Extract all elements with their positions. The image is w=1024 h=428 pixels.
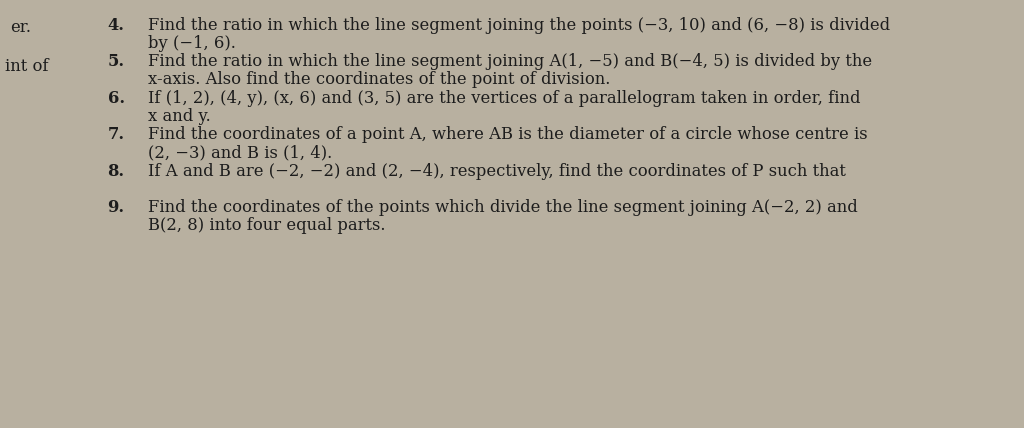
Text: B(2, 8) into four equal parts.: B(2, 8) into four equal parts.: [148, 217, 386, 234]
Text: If (1, 2), (4, y), (x, 6) and (3, 5) are the vertices of a parallelogram taken i: If (1, 2), (4, y), (x, 6) and (3, 5) are…: [148, 90, 861, 107]
Text: er.: er.: [10, 19, 32, 36]
Text: Find the coordinates of a point A, where AB is the diameter of a circle whose ce: Find the coordinates of a point A, where…: [148, 126, 868, 143]
Text: x-axis. Also find the coordinates of the point of division.: x-axis. Also find the coordinates of the…: [148, 71, 611, 89]
Text: (2, −3) and B is (1, 4).: (2, −3) and B is (1, 4).: [148, 144, 333, 161]
Text: If A and B are (−2, −2) and (2, −4), respectively, find the coordinates of P suc: If A and B are (−2, −2) and (2, −4), res…: [148, 163, 847, 180]
Text: Find the ratio in which the line segment joining the points (−3, 10) and (6, −8): Find the ratio in which the line segment…: [148, 17, 891, 34]
Text: 8.: 8.: [108, 163, 125, 180]
Text: 4.: 4.: [108, 17, 125, 34]
Text: by (−1, 6).: by (−1, 6).: [148, 35, 237, 52]
Text: 6.: 6.: [108, 90, 125, 107]
Text: Find the ratio in which the line segment joining A(1, −5) and B(−4, 5) is divide: Find the ratio in which the line segment…: [148, 54, 872, 71]
Text: 9.: 9.: [108, 199, 125, 216]
Text: 5.: 5.: [108, 54, 125, 71]
Text: Find the coordinates of the points which divide the line segment joining A(−2, 2: Find the coordinates of the points which…: [148, 199, 858, 216]
Text: 7.: 7.: [108, 126, 125, 143]
Text: int of: int of: [5, 58, 48, 75]
Text: x and y.: x and y.: [148, 108, 211, 125]
